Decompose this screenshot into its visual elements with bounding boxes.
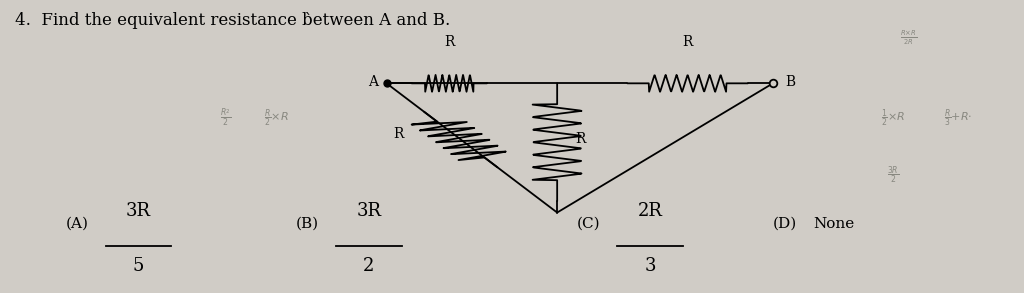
Text: $\frac{1}{2}{\times}R$: $\frac{1}{2}{\times}R$ bbox=[882, 107, 905, 129]
Text: R: R bbox=[682, 35, 693, 49]
Text: 3R: 3R bbox=[356, 202, 382, 220]
Text: 3: 3 bbox=[644, 257, 655, 275]
Text: 2R: 2R bbox=[638, 202, 663, 220]
Text: (B): (B) bbox=[296, 217, 319, 231]
Text: 4.  Find the equivalent resistance b̀etween A and B.: 4. Find the equivalent resistance b̀etwe… bbox=[15, 11, 451, 28]
Text: R: R bbox=[393, 127, 404, 141]
Text: $\frac{R}{2}{\times}R$: $\frac{R}{2}{\times}R$ bbox=[264, 107, 289, 129]
Text: B: B bbox=[785, 75, 795, 89]
Text: None: None bbox=[813, 217, 854, 231]
Text: (A): (A) bbox=[66, 217, 88, 231]
Text: $\frac{R^2}{2}$: $\frac{R^2}{2}$ bbox=[220, 108, 231, 128]
Text: 5: 5 bbox=[132, 257, 144, 275]
Text: R: R bbox=[575, 132, 586, 146]
Text: $\frac{R}{3}{+}R{\cdot}$: $\frac{R}{3}{+}R{\cdot}$ bbox=[944, 107, 973, 129]
Text: $\frac{R{\times}R}{2R}$: $\frac{R{\times}R}{2R}$ bbox=[900, 28, 916, 47]
Text: (D): (D) bbox=[773, 217, 797, 231]
Text: (C): (C) bbox=[578, 217, 601, 231]
Text: A: A bbox=[369, 75, 379, 89]
Text: R: R bbox=[444, 35, 455, 49]
Text: $\frac{3R}{2}$: $\frac{3R}{2}$ bbox=[887, 164, 899, 186]
Text: 3R: 3R bbox=[126, 202, 151, 220]
Text: 2: 2 bbox=[364, 257, 375, 275]
